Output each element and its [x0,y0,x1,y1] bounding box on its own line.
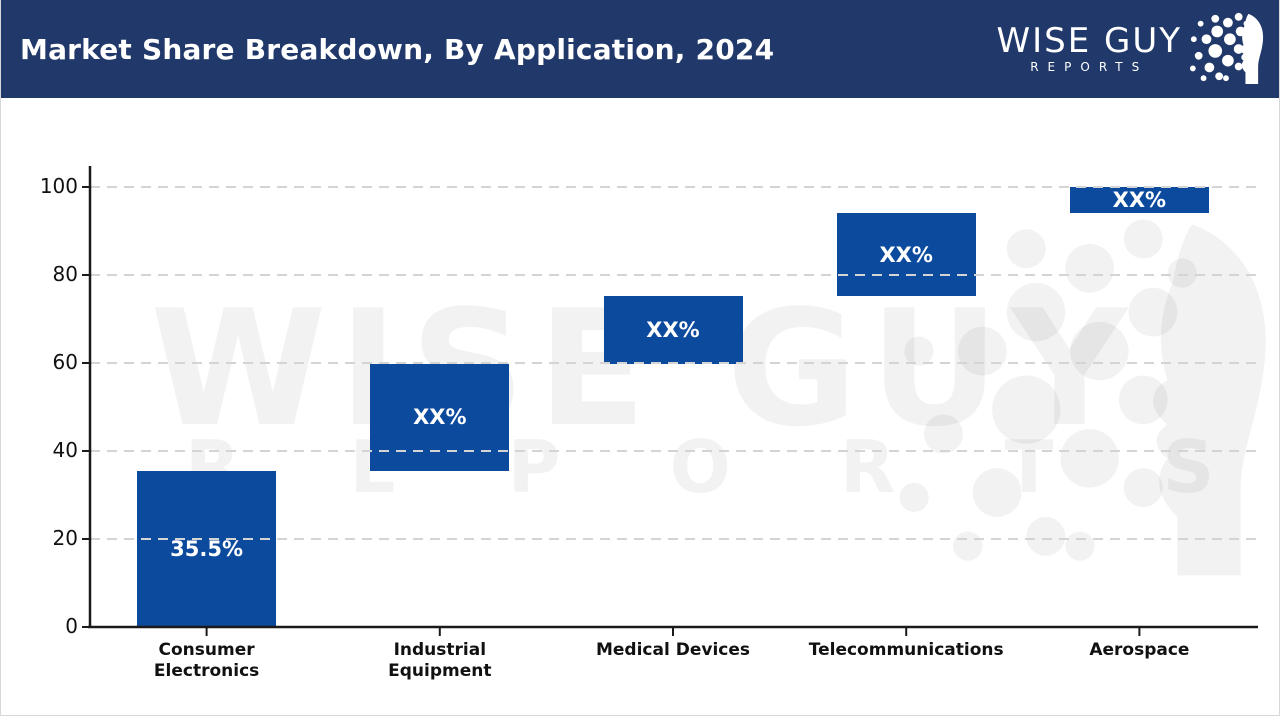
brand-name: WISE GUY [996,20,1182,61]
y-tick-label-60: 60 [52,350,78,374]
brand-logo: WISE GUY REPORTS [996,10,1264,86]
category-label-line: Equipment [388,661,492,681]
bar-aerospace: XX% [1069,187,1209,214]
y-tick-label-0: 0 [65,614,78,638]
bar-telecommunications: XX% [836,213,976,296]
category-label-industrial-equipment: Industrial Equipment [325,640,555,682]
category-label-line: Electronics [153,661,260,681]
bar-value-label: XX% [879,242,933,267]
category-label-line: Telecommunications [808,640,1004,660]
dotted-face-icon [1189,12,1264,85]
bar-value-label: 35.5% [170,536,244,561]
bar-value-label: XX% [646,317,700,342]
bar-medical-devices: XX% [603,295,743,364]
bar-consumer-electronics: 35.5% [137,470,277,627]
y-tick-label-20: 20 [52,526,78,550]
header-bar: Market Share Breakdown, By Application, … [0,0,1280,98]
page-title: Market Share Breakdown, By Application, … [20,32,775,66]
category-label-line: Aerospace [1089,640,1190,660]
bar-value-label: XX% [413,405,467,430]
y-tick-label-40: 40 [52,438,78,462]
bar-value-label: XX% [1112,188,1167,213]
category-label-line: Industrial [393,640,487,660]
y-tick-label-100: 100 [39,174,78,198]
category-label-consumer-electronics: Consumer Electronics [92,640,322,682]
category-label-medical-devices: Medical Devices [558,640,788,661]
brand-subtitle: REPORTS [1030,59,1149,74]
category-label-line: Consumer [158,640,255,660]
category-label-telecommunications: Telecommunications [791,640,1021,661]
bar-industrial-equipment: XX% [370,363,510,471]
brand-logo-text: WISE GUY REPORTS [996,23,1182,74]
category-label-line: Medical Devices [595,640,750,660]
category-label-aerospace: Aerospace [1024,640,1254,661]
y-tick-label-80: 80 [52,262,78,286]
